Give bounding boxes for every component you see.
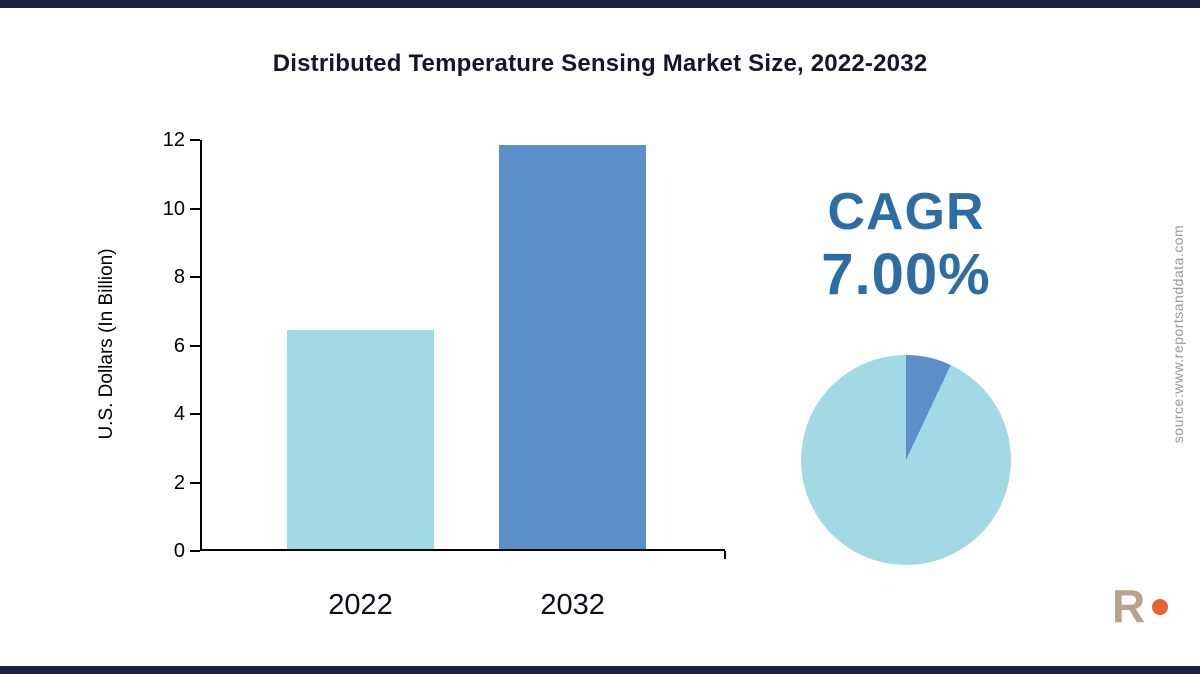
y-tick-label: 12 <box>162 129 185 151</box>
source-attribution: source:www.reportsanddata.com <box>1170 224 1186 444</box>
y-tick-label: 2 <box>173 471 185 494</box>
brand-logo-graphic: R <box>1112 580 1168 632</box>
y-tick-mark <box>190 481 200 484</box>
y-tick-label: 0 <box>173 540 185 562</box>
y-axis-ticks: 0 2 4 6 8 10 12 <box>163 129 725 562</box>
bar-2032 <box>499 144 647 549</box>
bar-2022 <box>287 329 435 549</box>
y-tick-mark <box>190 413 200 415</box>
bar-chart-plot: 0 2 4 6 8 10 12 2022 2032 <box>163 129 726 621</box>
brand-logo: R <box>1112 580 1174 632</box>
x-category-label: 2032 <box>540 589 605 621</box>
logo-letter: R <box>1112 584 1145 630</box>
bars-container <box>202 140 725 549</box>
y-tick-label: 6 <box>173 334 185 357</box>
y-tick-mark <box>190 550 200 552</box>
y-tick-mark <box>190 207 200 210</box>
logo-dot-icon <box>1152 599 1168 615</box>
y-tick-label: 8 <box>173 266 185 288</box>
y-tick-label: 10 <box>162 197 185 220</box>
y-tick-label: 4 <box>173 403 185 425</box>
x-axis-end-tick <box>724 551 726 559</box>
cagr-annotation: CAGR 7.00% <box>770 182 1042 308</box>
x-axis-labels: 2022 2032 <box>202 140 725 621</box>
x-category-label: 2022 <box>328 589 393 621</box>
y-tick-mark <box>190 139 200 141</box>
y-axis-label: U.S. Dollars (In Billion) <box>96 248 117 440</box>
pie-chart <box>801 355 1011 565</box>
y-tick-mark <box>190 344 200 347</box>
cagr-value: 7.00% <box>821 242 991 307</box>
y-tick-mark <box>190 276 200 278</box>
cagr-label: CAGR <box>827 183 985 241</box>
bottom-border-bar <box>0 666 1200 674</box>
chart-title: Distributed Temperature Sensing Market S… <box>272 50 928 77</box>
top-border-bar <box>0 0 1200 8</box>
